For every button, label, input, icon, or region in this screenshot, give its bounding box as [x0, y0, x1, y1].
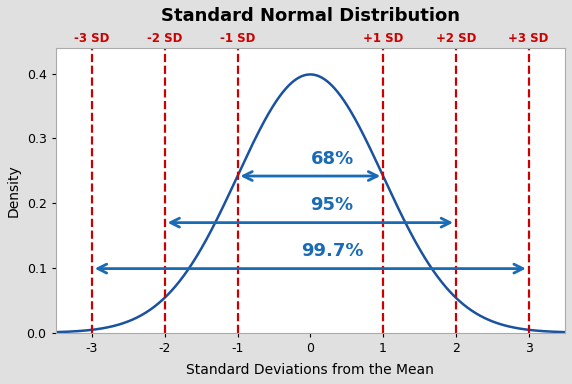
Text: 99.7%: 99.7% — [301, 242, 363, 260]
Text: 68%: 68% — [311, 150, 353, 167]
Y-axis label: Density: Density — [7, 164, 21, 217]
X-axis label: Standard Deviations from the Mean: Standard Deviations from the Mean — [186, 363, 434, 377]
Title: Standard Normal Distribution: Standard Normal Distribution — [161, 7, 460, 25]
Text: 95%: 95% — [311, 196, 353, 214]
